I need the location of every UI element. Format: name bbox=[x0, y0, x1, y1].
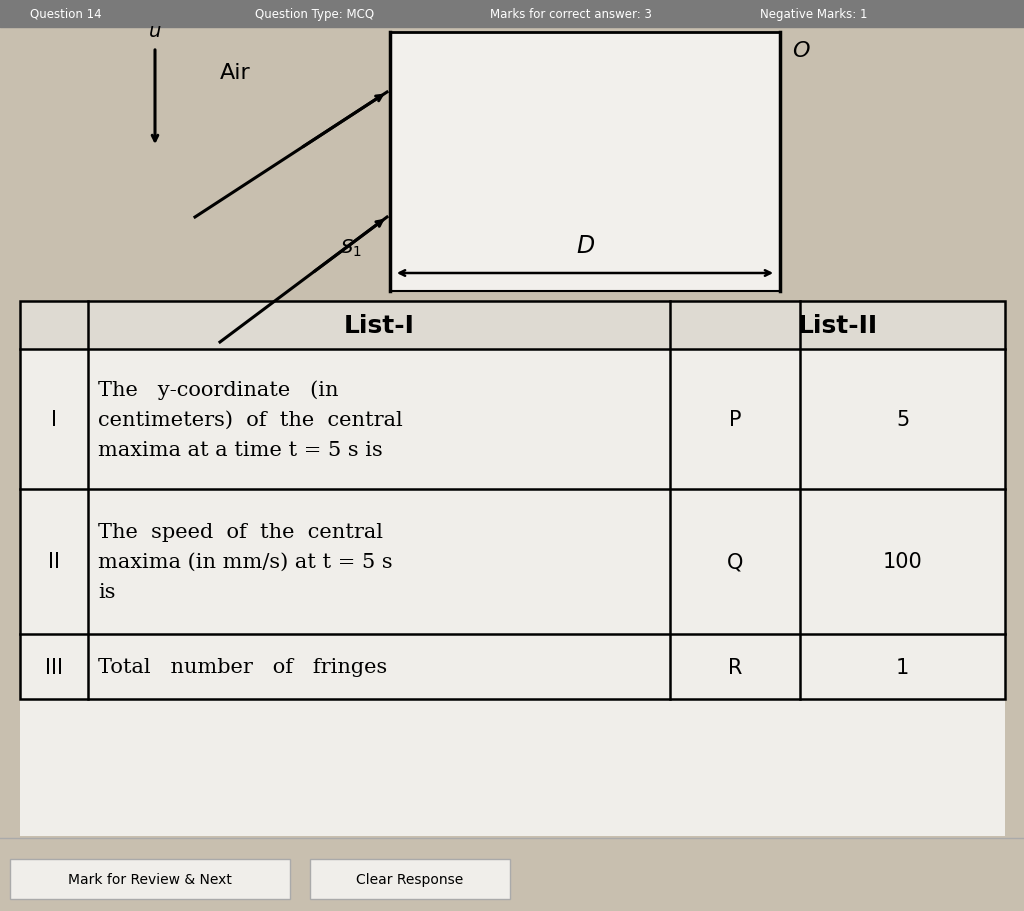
Text: The   y-coordinate   (in: The y-coordinate (in bbox=[98, 380, 339, 399]
Text: Q: Q bbox=[727, 552, 743, 572]
Text: O: O bbox=[792, 41, 810, 61]
Text: 1: 1 bbox=[896, 657, 909, 677]
Text: centimeters)  of  the  central: centimeters) of the central bbox=[98, 410, 402, 429]
Text: Mark for Review & Next: Mark for Review & Next bbox=[68, 872, 232, 886]
Text: The  speed  of  the  central: The speed of the central bbox=[98, 522, 383, 541]
Text: R: R bbox=[728, 657, 742, 677]
Text: List-II: List-II bbox=[798, 313, 878, 338]
Bar bbox=[20, 302, 1005, 350]
Text: List-I: List-I bbox=[344, 313, 415, 338]
Text: 100: 100 bbox=[883, 552, 923, 572]
Text: Clear Response: Clear Response bbox=[356, 872, 464, 886]
Bar bbox=[10, 859, 290, 899]
Text: is: is bbox=[98, 582, 116, 601]
Text: Negative Marks: 1: Negative Marks: 1 bbox=[760, 7, 867, 20]
Text: $S_1$: $S_1$ bbox=[340, 237, 361, 259]
Text: 5: 5 bbox=[896, 410, 909, 429]
Text: u: u bbox=[148, 22, 161, 41]
Bar bbox=[20, 302, 1005, 700]
Bar bbox=[390, 33, 780, 292]
Text: D: D bbox=[575, 234, 594, 258]
Text: Question Type: MCQ: Question Type: MCQ bbox=[255, 7, 374, 20]
Bar bbox=[310, 859, 510, 899]
Text: II: II bbox=[48, 552, 60, 572]
Bar bbox=[20, 302, 1005, 836]
Text: maxima (in mm/s) at t = 5 s: maxima (in mm/s) at t = 5 s bbox=[98, 552, 392, 571]
Text: Air: Air bbox=[220, 63, 251, 83]
Text: maxima at a time t = 5 s is: maxima at a time t = 5 s is bbox=[98, 440, 383, 459]
Text: I: I bbox=[51, 410, 57, 429]
Text: Marks for correct answer: 3: Marks for correct answer: 3 bbox=[490, 7, 652, 20]
Text: Total   number   of   fringes: Total number of fringes bbox=[98, 657, 387, 676]
Text: P: P bbox=[729, 410, 741, 429]
Text: Question 14: Question 14 bbox=[30, 7, 101, 20]
Text: III: III bbox=[45, 657, 63, 677]
